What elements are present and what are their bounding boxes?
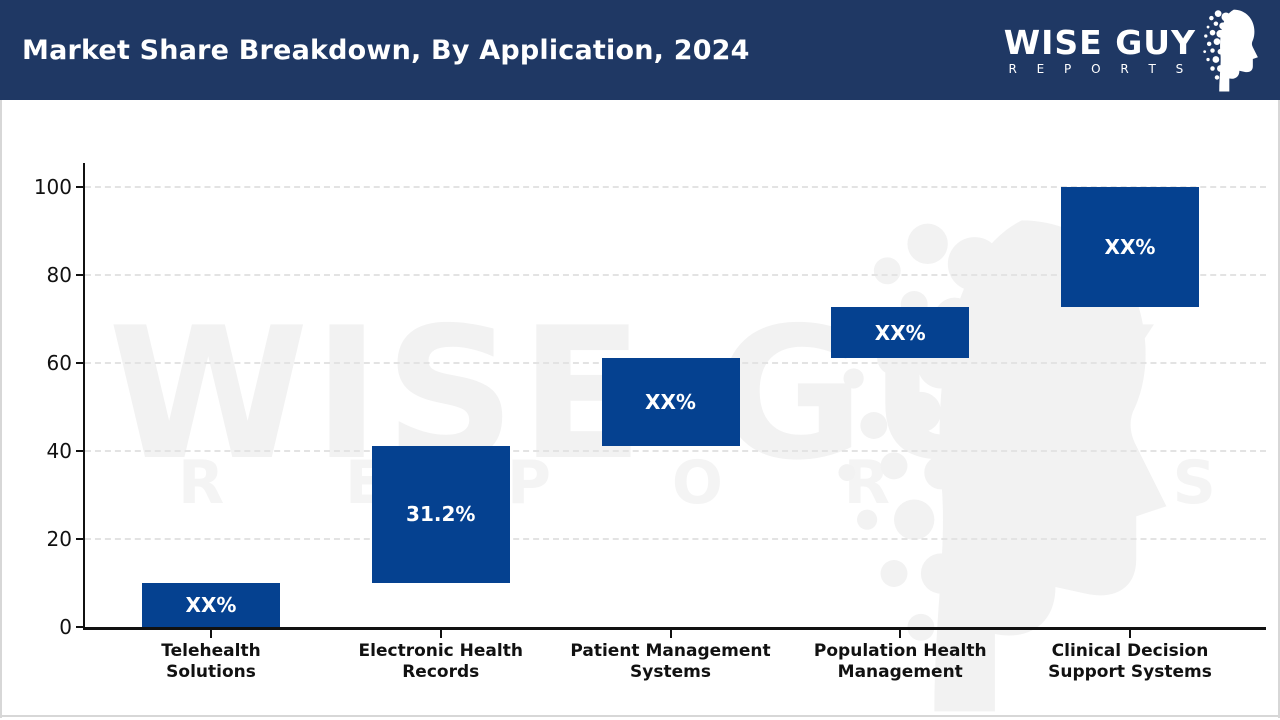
bar-value-label: XX% <box>874 320 926 345</box>
x-category-label-line: Telehealth <box>161 641 261 661</box>
x-category-label-line: Records <box>402 662 480 682</box>
x-category-label-1: Electronic Health Records <box>323 641 559 683</box>
x-tick-4 <box>1129 630 1131 638</box>
y-tick-label-80: 80 <box>46 263 72 288</box>
x-tick-1 <box>439 630 442 638</box>
x-category-label-line: Population Health <box>813 641 987 661</box>
bar-value-label: XX% <box>185 593 237 617</box>
brand-logo: WISE GUY R E P O R T S <box>1004 8 1262 92</box>
bar-clinical-decision-support-systems: XX% <box>1061 187 1199 308</box>
x-category-label-0: Telehealth Solutions <box>93 641 329 683</box>
x-category-label-line: Solutions <box>166 662 256 682</box>
x-category-label-3: Population Health Management <box>782 641 1018 683</box>
x-category-label-line: Systems <box>630 662 711 682</box>
y-tick-label-60: 60 <box>46 351 72 376</box>
bar-value-label: XX% <box>1104 235 1156 260</box>
gridline-y-40 <box>85 450 1266 453</box>
y-tick-20 <box>76 538 84 541</box>
page-border-left <box>0 100 2 718</box>
x-axis-line <box>83 627 1266 630</box>
bar-patient-management-systems: XX% <box>601 357 740 446</box>
y-tick-0 <box>76 626 84 628</box>
page-border-right <box>1278 100 1280 718</box>
bar-value-label: XX% <box>645 389 696 414</box>
brand-subtitle: R E P O R T S <box>1008 61 1192 76</box>
y-tick-label-0: 0 <box>59 615 72 639</box>
x-category-label-line: Clinical Decision <box>1051 641 1209 661</box>
gridline-y-100 <box>85 186 1266 189</box>
x-category-label-line: Management <box>837 662 963 682</box>
bar-telehealth-solutions: XX% <box>142 583 280 627</box>
page-border-bottom <box>0 715 1280 717</box>
header-bar: Market Share Breakdown, By Application, … <box>0 0 1280 100</box>
bar-population-health-management: XX% <box>831 307 970 358</box>
gridline-y-20 <box>85 538 1266 541</box>
x-category-label-2: Patient Management Systems <box>553 641 789 683</box>
x-category-label-4: Clinical Decision Support Systems <box>1012 641 1248 683</box>
y-tick-40 <box>76 450 84 453</box>
x-category-label-line: Patient Management <box>570 641 771 661</box>
brand-logo-text: WISE GUY R E P O R T S <box>1004 26 1196 75</box>
y-tick-80 <box>76 274 84 277</box>
x-tick-0 <box>210 630 212 638</box>
page-title: Market Share Breakdown, By Application, … <box>22 34 750 66</box>
y-tick-label-100: 100 <box>33 175 72 200</box>
y-tick-100 <box>76 186 84 189</box>
x-tick-3 <box>899 630 902 638</box>
x-category-label-line: Electronic Health <box>358 641 523 661</box>
x-tick-2 <box>669 630 672 638</box>
gridline-y-80 <box>85 274 1266 277</box>
y-tick-label-40: 40 <box>46 439 72 464</box>
brand-name: WISE GUY <box>1003 22 1196 62</box>
y-tick-60 <box>76 362 84 365</box>
y-tick-label-20: 20 <box>46 527 72 552</box>
y-axis-line <box>83 163 85 630</box>
bar-value-label: 31.2% <box>406 502 476 527</box>
bar-electronic-health-records: 31.2% <box>371 445 510 584</box>
x-category-label-line: Support Systems <box>1048 662 1212 682</box>
